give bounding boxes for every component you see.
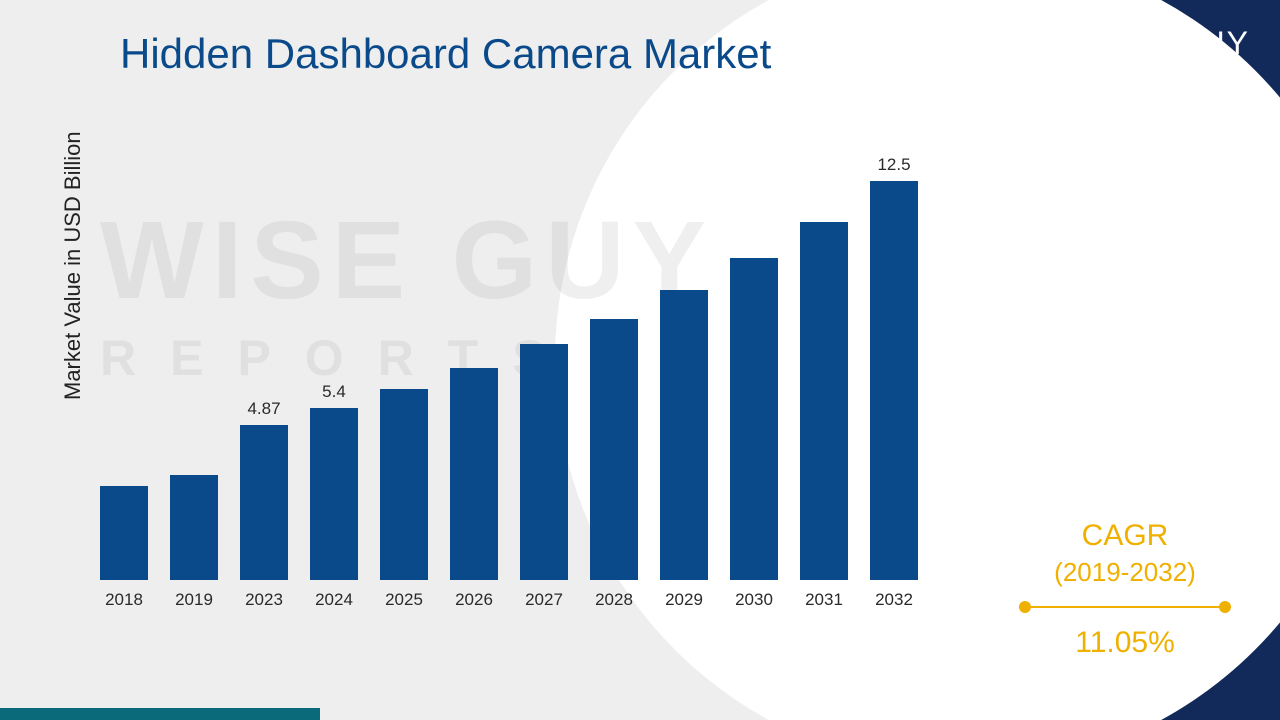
bar-value-label: 4.87 <box>234 399 294 419</box>
x-tick: 2028 <box>584 590 644 610</box>
cagr-value: 11.05% <box>1000 626 1250 660</box>
bar <box>450 368 498 580</box>
x-tick: 2019 <box>164 590 224 610</box>
cagr-block: CAGR (2019-2032) 11.05% <box>1000 519 1250 660</box>
x-tick: 2024 <box>304 590 364 610</box>
bar <box>170 475 218 580</box>
x-tick: 2026 <box>444 590 504 610</box>
bar <box>590 319 638 580</box>
brand-sub-text: REPORTS <box>1074 64 1250 85</box>
bar <box>660 290 708 580</box>
cagr-dot-left <box>1019 601 1031 613</box>
bar <box>730 258 778 580</box>
y-axis-label: Market Value in USD Billion <box>60 131 86 400</box>
x-tick: 2018 <box>94 590 154 610</box>
brand-main-text: WISE GUY <box>1074 25 1250 62</box>
cagr-range: (2019-2032) <box>1000 557 1250 588</box>
x-tick: 2029 <box>654 590 714 610</box>
x-tick: 2027 <box>514 590 574 610</box>
x-tick: 2025 <box>374 590 434 610</box>
bar-value-label: 5.4 <box>304 382 364 402</box>
x-tick: 2030 <box>724 590 784 610</box>
bar <box>380 389 428 580</box>
bar-chart: 2018201920234.8720245.420252026202720282… <box>100 165 930 580</box>
bar <box>100 486 148 580</box>
bar <box>800 222 848 580</box>
cagr-title: CAGR <box>1000 519 1250 553</box>
bar <box>520 344 568 580</box>
canvas: WISE GUY REPORTS Hidden Dashboard Camera… <box>0 0 1280 720</box>
bar-value-label: 12.5 <box>864 155 924 175</box>
x-tick: 2023 <box>234 590 294 610</box>
bar <box>240 425 288 580</box>
x-tick: 2031 <box>794 590 854 610</box>
brand-logo: WISE GUY REPORTS <box>1074 25 1250 85</box>
x-tick: 2032 <box>864 590 924 610</box>
cagr-divider <box>1025 606 1225 608</box>
bar <box>310 408 358 580</box>
chart-title: Hidden Dashboard Camera Market <box>120 30 771 78</box>
cagr-dot-right <box>1219 601 1231 613</box>
bar <box>870 181 918 580</box>
bottom-stripe <box>0 708 320 720</box>
